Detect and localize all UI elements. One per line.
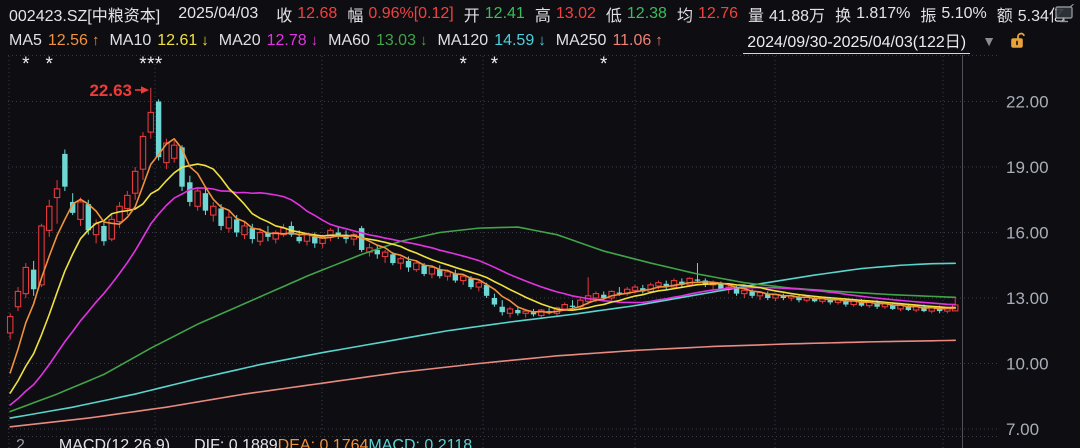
event-marker-icon: * xyxy=(147,54,155,75)
range-controls: 2024/09/30-2025/04/03(122日) ▼ xyxy=(743,27,1028,54)
y-axis-label: 19.00 xyxy=(1006,158,1049,177)
ma-value: 13.03 xyxy=(375,31,416,49)
event-marker-icon: * xyxy=(600,54,608,75)
event-markers-layer: * * * * * * * * xyxy=(22,54,608,75)
ma-legend-row: MA5 12.56 ↑ MA10 12.61 ↓ MA20 12.78 ↓ MA60 13.03 ↓ M… xyxy=(0,27,1080,54)
candles-layer xyxy=(6,87,959,340)
stat-低: 低 12.38 xyxy=(606,2,667,26)
arrow-down-icon: ↓ xyxy=(419,32,428,49)
ma-name: MA60 xyxy=(328,31,370,49)
macd-dea-value: DEA: 0.1764 xyxy=(277,437,369,448)
high-price-annotation: 22.63 xyxy=(89,81,149,100)
stat-value: 12.38 xyxy=(626,4,667,22)
ma-value: 14.59 xyxy=(494,31,535,49)
ma5-line xyxy=(9,138,957,374)
ma60-line xyxy=(9,226,957,413)
ma-legend-ma250: MA250 11.06 ↑ xyxy=(556,32,663,50)
stat-量: 量 41.88万 xyxy=(748,2,825,26)
ma-legend-ma10: MA10 12.61 ↓ xyxy=(109,32,208,50)
stat-额: 额 5.34亿 xyxy=(997,2,1065,26)
event-marker-icon: * xyxy=(459,54,467,75)
y-axis-label: 22.00 xyxy=(1006,93,1049,112)
ma-value: 12.56 xyxy=(47,31,88,49)
svg-text:22.63: 22.63 xyxy=(89,81,132,100)
date-range-button[interactable]: 2024/09/30-2025/04/03(122日) xyxy=(743,28,971,54)
triangle-down-icon[interactable]: ▼ xyxy=(982,32,996,49)
stat-label: 换 xyxy=(835,7,852,25)
ma10-line xyxy=(9,163,957,394)
stat-均: 均 12.76 xyxy=(677,2,738,26)
stat-振: 振 5.10% xyxy=(920,2,986,26)
y-axis-label: 16.00 xyxy=(1006,224,1049,243)
y-axis-label: 7.00 xyxy=(1006,420,1039,439)
event-marker-icon: * xyxy=(139,54,147,75)
ma-name: MA250 xyxy=(555,31,607,49)
ma120-line xyxy=(9,262,957,419)
stat-value: 41.88万 xyxy=(769,7,826,25)
stat-label: 均 xyxy=(676,7,693,25)
stat-value: 12.41 xyxy=(484,4,525,22)
ma20-line xyxy=(9,187,957,406)
pane-label: 2 xyxy=(16,437,25,448)
event-marker-icon: * xyxy=(155,54,163,75)
ma-legend-ma5: MA5 12.56 ↑ xyxy=(9,32,99,50)
stat-label: 高 xyxy=(534,7,551,25)
lock-open-icon[interactable] xyxy=(1008,32,1028,50)
stat-label: 量 xyxy=(748,7,765,25)
stat-value: 13.02 xyxy=(555,4,596,22)
y-axis-label: 13.00 xyxy=(1006,289,1049,308)
stat-value: 5.10% xyxy=(941,4,987,22)
event-marker-icon: * xyxy=(491,54,499,75)
stat-value: 0.96%[0.12] xyxy=(368,4,454,22)
ma-value: 12.78 xyxy=(266,31,307,49)
monitor-icon xyxy=(1055,4,1074,23)
stat-value: 12.76 xyxy=(697,4,738,22)
stat-label: 收 xyxy=(276,7,293,25)
ma-value: 11.06 xyxy=(612,31,652,49)
stat-收: 收 12.68 xyxy=(276,2,337,26)
macd-dif-value: DIF: 0.1889 xyxy=(194,437,278,448)
stat-label: 额 xyxy=(996,7,1013,25)
y-axis-label: 10.00 xyxy=(1006,354,1049,373)
ma-legend-ma60: MA60 13.03 ↓ xyxy=(328,32,427,50)
stat-开: 开 12.41 xyxy=(464,2,525,26)
arrow-down-icon: ↓ xyxy=(201,32,209,49)
stat-换: 换 1.817% xyxy=(835,2,910,26)
stock-title: 002423.SZ[中粮资本] xyxy=(9,7,161,25)
macd-indicator-row: 2 MACD(12,26,9) DIF: 0.1889 DEA: 0.1764 … xyxy=(16,437,472,448)
ma-legend-ma120: MA120 14.59 ↓ xyxy=(437,32,545,50)
ma-value: 12.61 xyxy=(157,31,198,49)
ma-name: MA120 xyxy=(437,31,489,49)
stat-label: 低 xyxy=(605,7,622,25)
macd-name[interactable]: MACD(12,26,9) xyxy=(58,437,171,448)
ma-name: MA10 xyxy=(109,31,152,49)
stat-幅: 幅 0.96%[0.12] xyxy=(347,2,453,26)
stat-value: 5.34亿 xyxy=(1017,7,1065,25)
arrow-down-icon: ↓ xyxy=(538,32,546,49)
trade-date: 2025/04/03 xyxy=(178,4,259,22)
stat-value: 1.817% xyxy=(856,4,911,22)
event-marker-icon: * xyxy=(46,54,54,75)
stat-label: 振 xyxy=(920,7,937,25)
arrow-up-icon: ↑ xyxy=(91,32,100,49)
ma-legend-ma20: MA20 12.78 ↓ xyxy=(219,32,318,50)
ma-name: MA5 xyxy=(9,31,42,49)
stat-value: 12.68 xyxy=(297,4,338,22)
quote-header: 002423.SZ[中粮资本] 2025/04/03 收 12.68 幅 0.96%[… xyxy=(0,0,1080,27)
quote-stats: 收 12.68 幅 0.96%[0.12] 开 12.41 高 13.02 低 12.38 均 12.… xyxy=(276,2,1065,26)
ma-legend: MA5 12.56 ↑ MA10 12.61 ↓ MA20 12.78 ↓ MA60 13.03 ↓ M… xyxy=(9,32,663,50)
ma-name: MA20 xyxy=(218,31,261,49)
ma250-line xyxy=(9,339,957,428)
macd-macd-value: MACD: 0.2118 xyxy=(368,437,473,448)
arrow-up-icon: ↑ xyxy=(655,32,663,49)
arrow-down-icon: ↓ xyxy=(310,32,319,49)
stat-高: 高 13.02 xyxy=(535,2,596,26)
stat-label: 开 xyxy=(463,7,480,25)
stat-label: 幅 xyxy=(347,7,364,25)
event-marker-icon: * xyxy=(22,54,30,75)
